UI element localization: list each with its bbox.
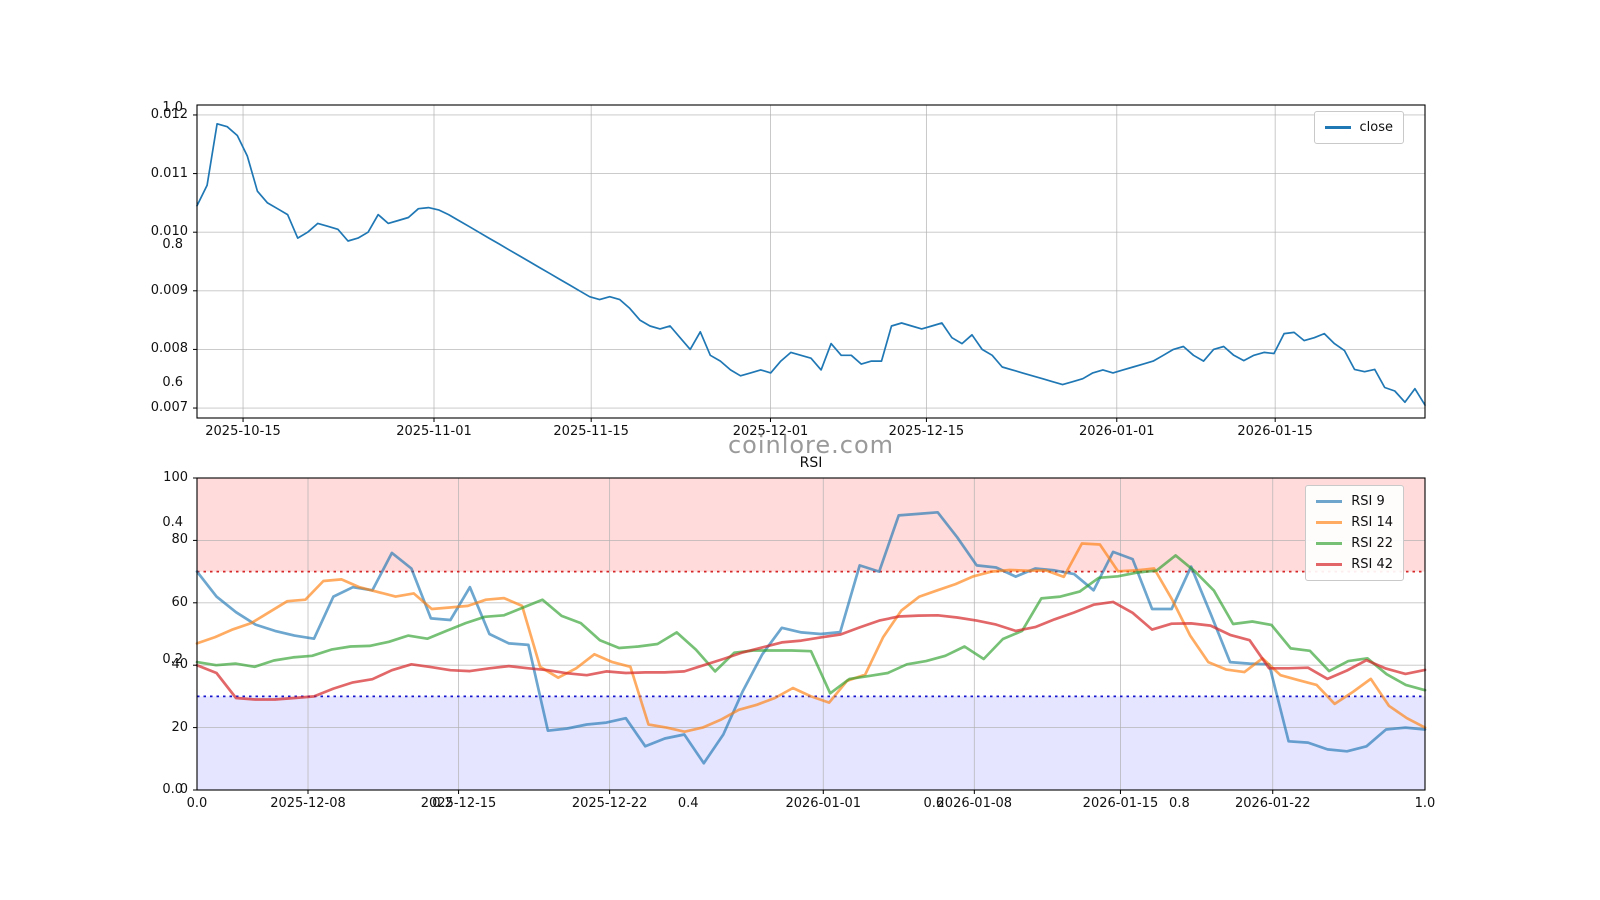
price-ytick-label: 0.010 <box>150 224 188 240</box>
panel-frame <box>196 477 1426 791</box>
series-rsi-9 <box>195 510 1427 765</box>
price-xtick-label: 2026-01-01 <box>1078 424 1155 439</box>
price-xtick-label: 2026-01-15 <box>1237 424 1313 439</box>
rsi-ytick-label: 0 <box>179 782 188 797</box>
legend-label-rsi42: RSI 42 <box>1351 557 1393 572</box>
secondary-ytick-label: 0.4 <box>162 515 183 530</box>
watermark: coinlore.com <box>727 431 895 459</box>
price-xtick-label: 2025-12-15 <box>888 424 965 439</box>
rsi-ytick-label: 40 <box>171 657 188 673</box>
secondary-xtick-label: 0.6 <box>923 796 945 811</box>
rsi-chart-panel <box>193 477 1427 794</box>
legend-entry-rsi9: RSI 9 <box>1316 491 1393 512</box>
rsi22-line-swatch <box>1316 542 1343 545</box>
rsi-legend: RSI 9 RSI 14 RSI 22 RSI 42 <box>1305 485 1404 581</box>
secondary-ytick-label: 0.2 <box>162 652 183 667</box>
rsi-xtick-label: 2026-01-01 <box>785 796 862 811</box>
series-close <box>196 122 1426 406</box>
rsi-xtick-label: 2026-01-08 <box>936 796 1013 811</box>
legend-entry-close: close <box>1324 117 1393 138</box>
legend-entry-rsi42: RSI 42 <box>1316 554 1393 575</box>
series-rsi-14 <box>195 542 1427 734</box>
secondary-ytick-label: 0.0 <box>162 782 183 797</box>
legend-entry-rsi22: RSI 22 <box>1316 533 1393 554</box>
close-line-swatch <box>1324 126 1351 129</box>
secondary-ytick-label: 0.8 <box>162 237 183 252</box>
price-legend: close <box>1313 111 1404 144</box>
secondary-xtick-label: 0.8 <box>1169 796 1190 811</box>
rsi-xtick-label: 2026-01-22 <box>1234 796 1311 811</box>
rsi9-line-swatch <box>1316 500 1343 503</box>
price-xtick-label: 2025-11-01 <box>396 424 472 439</box>
price-ytick-label: 0.009 <box>150 282 188 298</box>
legend-label-rsi22: RSI 22 <box>1351 536 1393 551</box>
rsi-panel-title: RSI <box>799 455 823 471</box>
shaded-band <box>197 478 1425 572</box>
secondary-xtick-label: 0.2 <box>432 796 453 811</box>
price-ytick-label: 0.008 <box>150 341 188 357</box>
rsi-ytick-label: 60 <box>171 594 188 610</box>
rsi-xtick-label: 2025-12-08 <box>270 796 346 811</box>
legend-label-rsi9: RSI 9 <box>1351 494 1385 509</box>
series-rsi-42 <box>195 600 1427 701</box>
rsi14-line-swatch <box>1316 521 1343 524</box>
secondary-ytick-label: 0.6 <box>162 375 183 390</box>
shaded-band <box>197 696 1425 790</box>
price-xtick-label: 2025-11-15 <box>553 424 629 439</box>
price-ytick-label: 0.012 <box>150 106 188 122</box>
price-xtick-label: 2025-10-15 <box>205 424 281 439</box>
price-xtick-label: 2025-12-01 <box>732 424 809 439</box>
price-ytick-label: 0.011 <box>150 165 188 181</box>
secondary-xtick-label: 0.0 <box>186 796 208 811</box>
panel-frame <box>196 104 1426 419</box>
rsi-ytick-label: 80 <box>171 532 188 548</box>
series-rsi-22 <box>195 554 1427 695</box>
rsi-ytick-label: 100 <box>163 470 188 485</box>
secondary-ytick-label: 1.0 <box>162 100 183 115</box>
price-chart-panel <box>193 104 1426 422</box>
secondary-xtick-label: 0.4 <box>677 796 699 811</box>
rsi42-line-swatch <box>1316 563 1343 566</box>
rsi-xtick-label: 2025-12-15 <box>420 796 497 811</box>
rsi-xtick-label: 2025-12-22 <box>571 796 648 811</box>
secondary-xtick-label: 1.0 <box>1414 796 1436 811</box>
rsi-ytick-label: 20 <box>171 719 188 735</box>
legend-label-rsi14: RSI 14 <box>1351 515 1393 530</box>
rsi-xtick-label: 2026-01-15 <box>1082 796 1159 811</box>
price-ytick-label: 0.007 <box>150 400 188 416</box>
legend-label-close: close <box>1359 120 1393 135</box>
legend-entry-rsi14: RSI 14 <box>1316 512 1393 533</box>
